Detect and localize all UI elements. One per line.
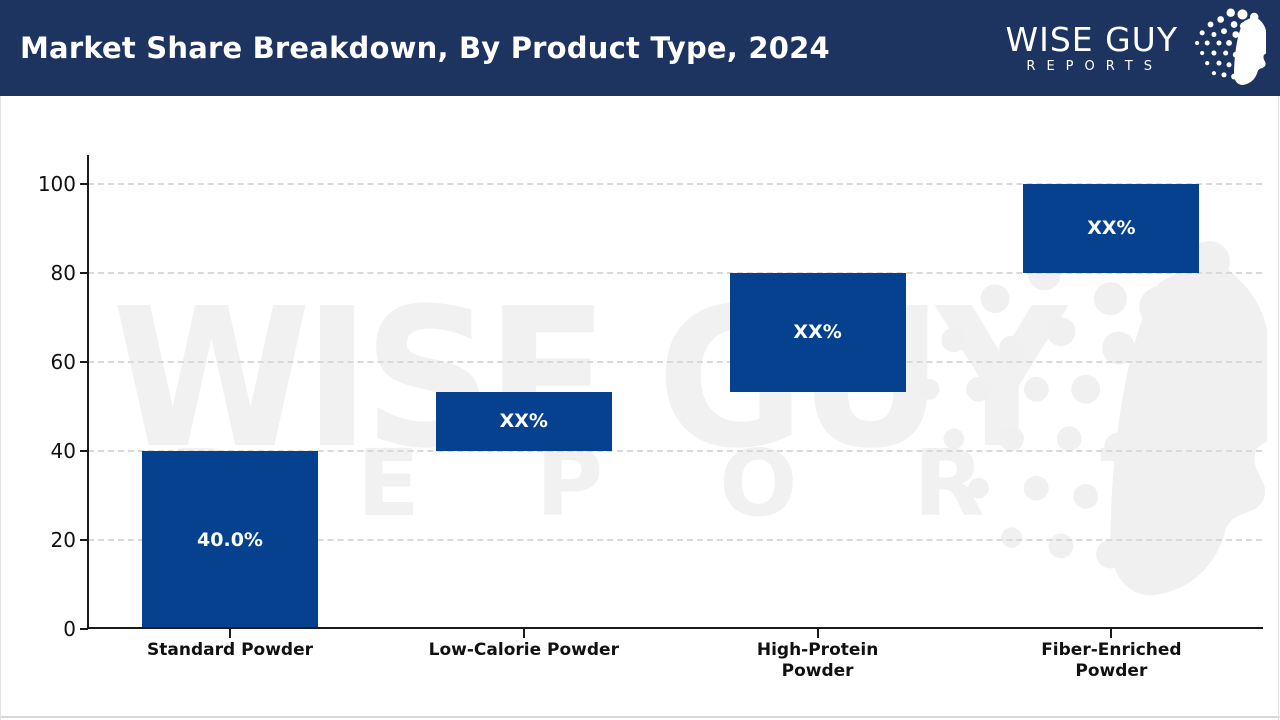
brand-logo: WISE GUY REPORTS bbox=[1005, 6, 1266, 90]
x-tick-label-low-calorie-powder: Low-Calorie Powder bbox=[428, 640, 619, 660]
y-tick-mark bbox=[80, 360, 88, 363]
y-tick-label-80: 80 bbox=[50, 260, 76, 285]
bar-value-label: 40.0% bbox=[197, 528, 263, 551]
x-tick-mark bbox=[522, 629, 525, 638]
bar-high-protein-powder: XX% bbox=[729, 272, 906, 392]
y-tick-label-0: 0 bbox=[63, 616, 76, 641]
bar-standard-powder: 40.0% bbox=[142, 450, 318, 629]
y-tick-label-40: 40 bbox=[50, 438, 76, 463]
y-axis-line bbox=[87, 155, 89, 629]
frame-border-right bbox=[1278, 96, 1279, 720]
chart-title: Market Share Breakdown, By Product Type,… bbox=[20, 31, 830, 65]
x-axis-line bbox=[87, 627, 1263, 629]
y-tick-label-100: 100 bbox=[37, 172, 76, 196]
frame-border-left bbox=[0, 96, 1, 720]
brand-logo-text: WISE GUY REPORTS bbox=[1005, 23, 1178, 73]
bar-fiber-enriched-powder: XX% bbox=[1023, 184, 1200, 273]
y-tick-label-20: 20 bbox=[50, 527, 76, 552]
brand-subtitle: REPORTS bbox=[1026, 59, 1164, 74]
bar-value-label: XX% bbox=[793, 321, 842, 344]
y-tick-mark bbox=[80, 538, 88, 541]
gridline-y-40 bbox=[88, 449, 1262, 452]
x-tick-label-fiber-enriched-powder: Fiber-Enriched Powder bbox=[1041, 640, 1182, 682]
y-tick-mark bbox=[80, 271, 88, 274]
x-tick-mark bbox=[229, 629, 231, 638]
gridline-y-60 bbox=[88, 360, 1262, 363]
y-tick-label-60: 60 bbox=[50, 349, 76, 374]
gridline-y-80 bbox=[88, 271, 1262, 274]
brand-head-icon bbox=[1182, 6, 1266, 90]
x-tick-label-standard-powder: Standard Powder bbox=[147, 640, 313, 660]
frame-border-bottom bbox=[0, 716, 1280, 718]
x-tick-label-high-protein-powder: High-Protein Powder bbox=[756, 640, 879, 682]
bar-value-label: XX% bbox=[499, 410, 548, 433]
y-tick-mark bbox=[80, 449, 88, 452]
gridline-y-100 bbox=[88, 183, 1262, 185]
gridline-y-20 bbox=[88, 538, 1262, 541]
x-tick-mark bbox=[1110, 629, 1113, 638]
y-tick-mark bbox=[80, 627, 88, 630]
brand-name: WISE GUY bbox=[1005, 20, 1178, 59]
y-tick-mark bbox=[80, 183, 88, 185]
watermark-text-line2: R E P O R T S bbox=[170, 430, 1280, 537]
header-bar: Market Share Breakdown, By Product Type,… bbox=[0, 0, 1280, 96]
bar-low-calorie-powder: XX% bbox=[435, 391, 612, 451]
bar-value-label: XX% bbox=[1087, 217, 1136, 240]
x-tick-mark bbox=[816, 629, 819, 638]
